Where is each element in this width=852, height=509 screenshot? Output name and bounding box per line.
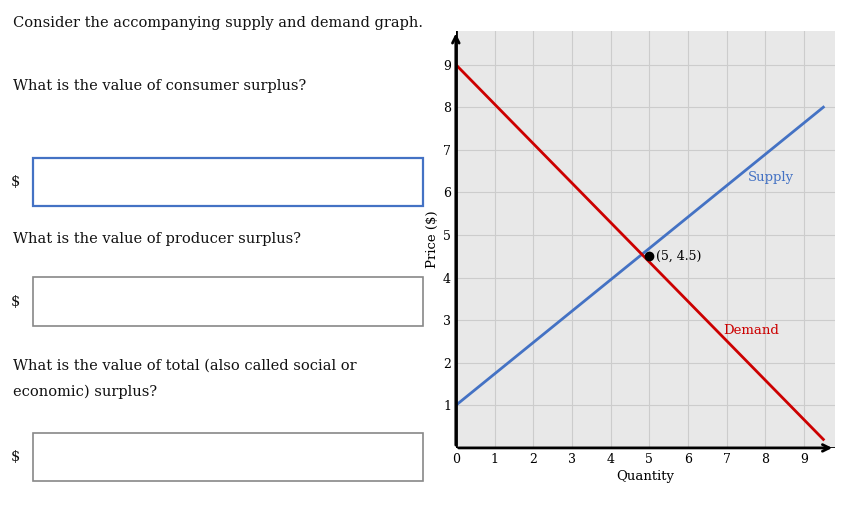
X-axis label: Quantity: Quantity bbox=[616, 470, 675, 483]
Text: What is the value of producer surplus?: What is the value of producer surplus? bbox=[14, 232, 302, 246]
Text: Consider the accompanying supply and demand graph.: Consider the accompanying supply and dem… bbox=[14, 16, 423, 31]
Text: What is the value of total (also called social or: What is the value of total (also called … bbox=[14, 359, 357, 373]
Text: $: $ bbox=[11, 175, 20, 189]
Text: economic) surplus?: economic) surplus? bbox=[14, 384, 158, 399]
Text: $: $ bbox=[11, 450, 20, 464]
Text: $: $ bbox=[11, 295, 20, 308]
Text: (5, 4.5): (5, 4.5) bbox=[656, 250, 701, 263]
Text: What is the value of consumer surplus?: What is the value of consumer surplus? bbox=[14, 79, 307, 93]
Text: Supply: Supply bbox=[748, 171, 794, 184]
FancyBboxPatch shape bbox=[33, 277, 423, 326]
FancyBboxPatch shape bbox=[33, 433, 423, 481]
Y-axis label: Price ($): Price ($) bbox=[426, 210, 439, 268]
Text: Demand: Demand bbox=[722, 324, 779, 337]
FancyBboxPatch shape bbox=[33, 158, 423, 206]
